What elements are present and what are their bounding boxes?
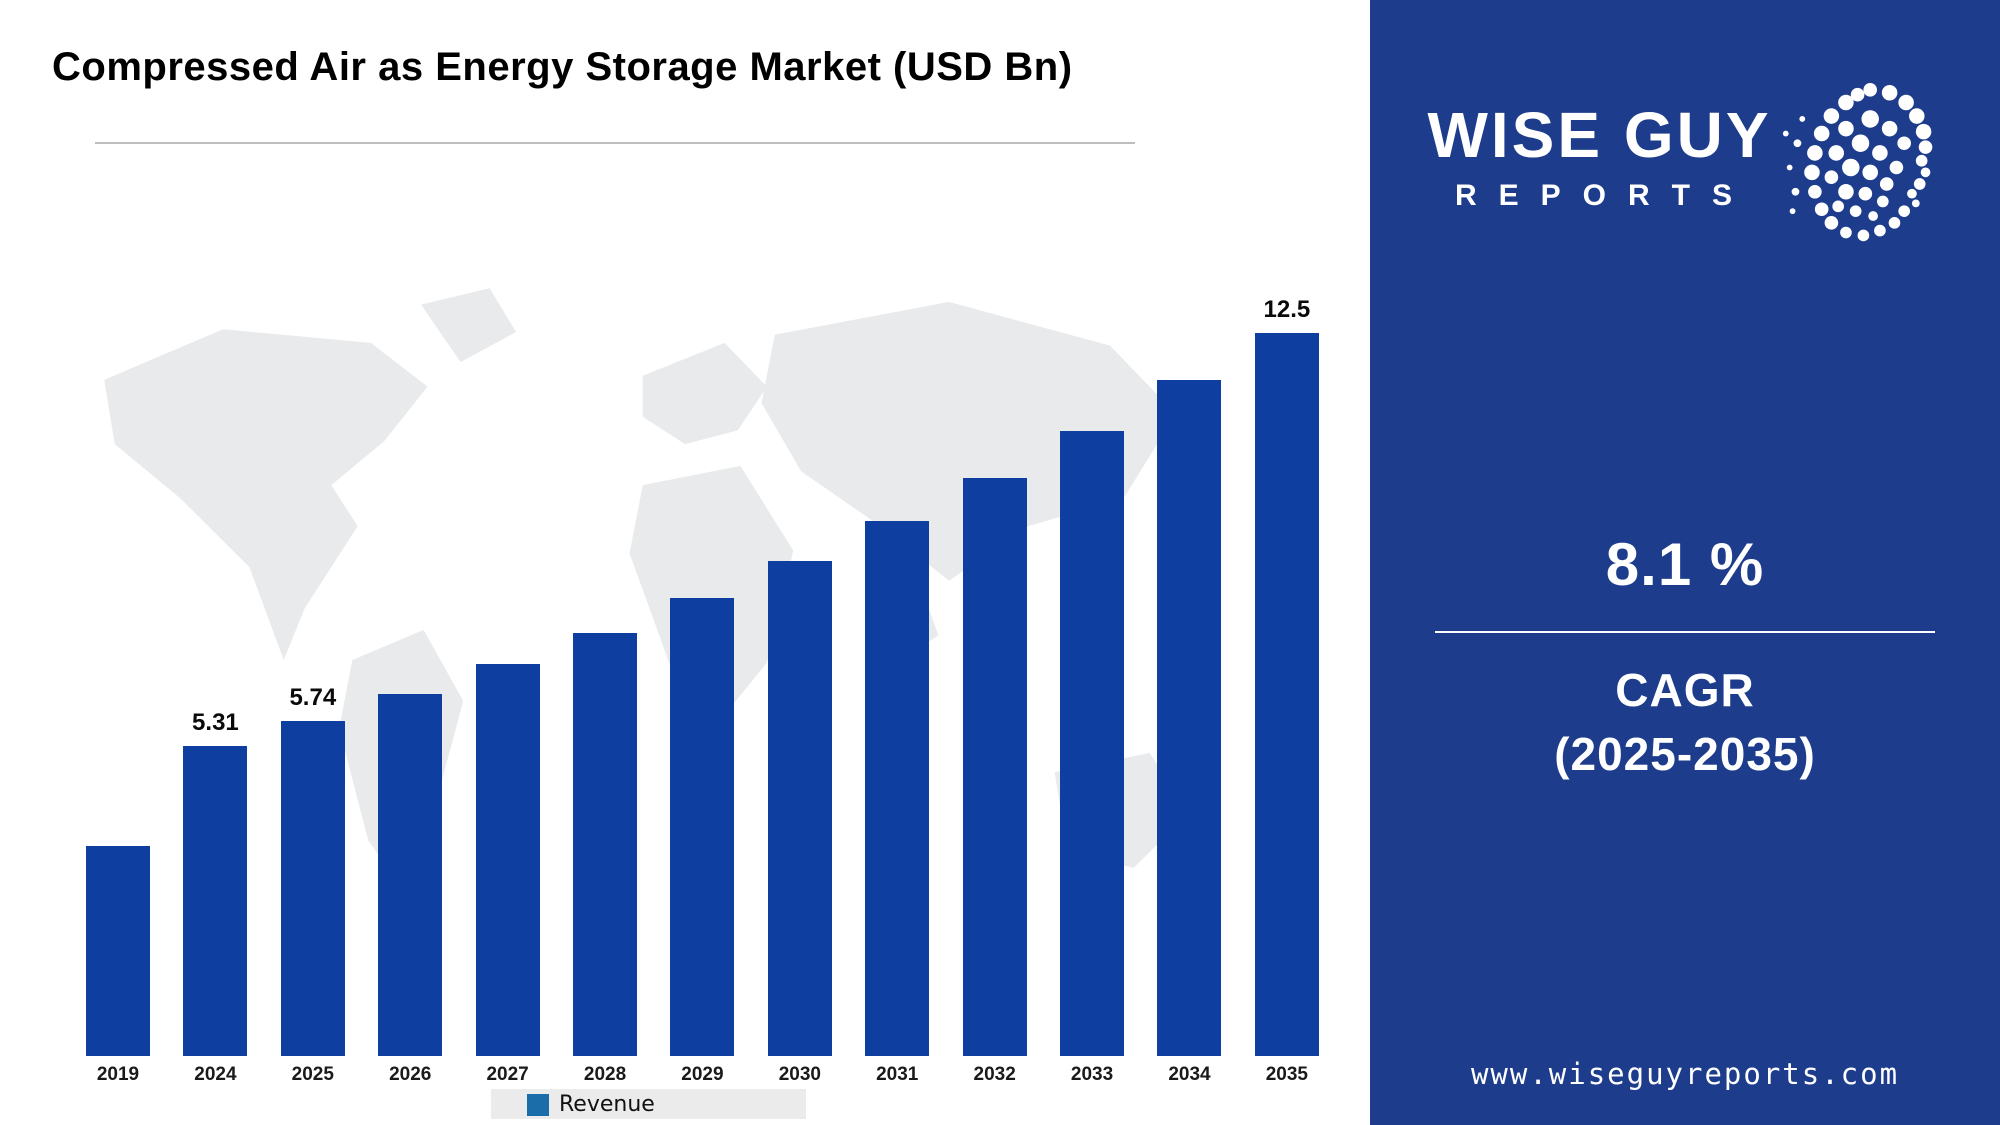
x-axis-tick-label: 2026	[389, 1064, 432, 1085]
bar	[475, 664, 540, 1056]
chart-section: Compressed Air as Energy Storage Market …	[52, 45, 1320, 1119]
bar-column: 2028	[572, 296, 638, 1086]
bar	[865, 521, 930, 1056]
bar-column: 5.74 2025	[280, 296, 346, 1086]
x-axis-tick-label: 2025	[291, 1064, 334, 1085]
x-axis-tick-label: 2032	[973, 1064, 1016, 1085]
website-url: www.wiseguyreports.com	[1470, 1057, 1900, 1091]
logo-text: WISE GUY REPORTS	[1427, 75, 1771, 213]
x-axis-tick-label: 2030	[778, 1064, 821, 1085]
x-axis-tick-label: 2024	[194, 1064, 237, 1085]
bar-column: 12.5 2035	[1254, 296, 1320, 1086]
cagr-value: 8.1 %	[1605, 531, 1765, 598]
bar-column: 2027	[475, 296, 541, 1086]
cagr-divider	[1435, 631, 1935, 633]
bar-column: 2019	[85, 296, 151, 1086]
x-axis-tick-label: 2034	[1168, 1064, 1211, 1085]
bar-column: 2026	[377, 296, 443, 1086]
x-axis-tick-label: 2033	[1070, 1064, 1114, 1085]
logo-wordmark: WISE GUY	[1427, 99, 1772, 171]
bar-column: 5.31 2024	[182, 296, 248, 1086]
x-axis-tick-label: 2028	[583, 1064, 627, 1085]
x-axis-tick-label: 2031	[876, 1064, 919, 1085]
x-axis-tick-label: 2019	[96, 1064, 140, 1085]
legend: Revenue	[527, 1092, 655, 1117]
dotted-head-logo-icon	[1782, 83, 1932, 242]
bar	[1254, 333, 1319, 1056]
bar	[183, 746, 248, 1056]
bar	[378, 694, 443, 1056]
legend-swatch-icon	[527, 1093, 549, 1116]
bar	[962, 478, 1027, 1056]
chart-title: Compressed Air as Energy Storage Market …	[52, 45, 1073, 89]
title-underline	[95, 142, 1135, 144]
legend-label: Revenue	[559, 1092, 655, 1117]
bar-value-label: 5.31	[192, 709, 239, 736]
bar	[573, 633, 638, 1056]
wiseguy-logo: WISE GUY REPORTS	[1370, 75, 2000, 260]
cagr-label: CAGR	[1615, 664, 1755, 716]
bar-value-label: 5.74	[289, 684, 337, 711]
cagr-block: 8.1 % CAGR (2025-2035)	[1370, 530, 2000, 781]
bar-column: 2034	[1156, 296, 1222, 1086]
info-panel: WISE GUY REPORTS	[1370, 0, 2000, 1125]
x-axis-tick-label: 2029	[681, 1064, 724, 1085]
bar-column: 2031	[864, 296, 930, 1086]
bar	[767, 561, 832, 1056]
bar	[670, 598, 735, 1056]
bar-column: 2032	[962, 296, 1028, 1086]
bar	[1060, 431, 1125, 1056]
bar-column: 2030	[767, 296, 833, 1086]
x-axis-tick-label: 2035	[1265, 1064, 1309, 1085]
x-axis-tick-label: 2027	[486, 1064, 529, 1085]
bar-column: 2033	[1059, 296, 1125, 1086]
bar-column: 2029	[669, 296, 735, 1086]
bar-chart: 2019 5.31 2024 5.74 2025 2026 2027 2028 2029 2030…	[85, 296, 1320, 1086]
bar	[86, 846, 150, 1056]
bar-value-label: 12.5	[1263, 296, 1311, 323]
logo-subtitle: REPORTS	[1454, 179, 1755, 212]
bar	[1157, 380, 1222, 1056]
cagr-period: (2025-2035)	[1554, 728, 1816, 780]
bar	[280, 721, 345, 1056]
